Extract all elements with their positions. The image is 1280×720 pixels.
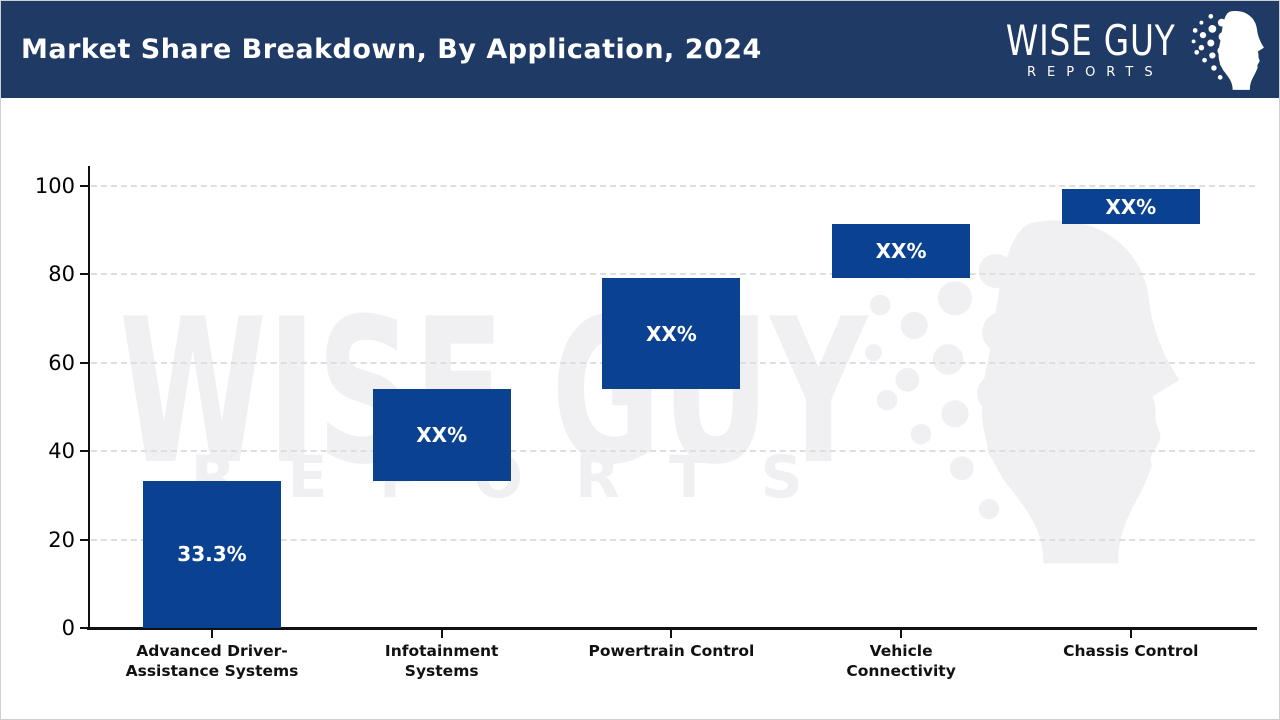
- y-axis-line: [88, 166, 90, 630]
- header-bar: Market Share Breakdown, By Application, …: [1, 1, 1279, 98]
- x-tick-label: Chassis Control: [1063, 642, 1199, 660]
- gridline: [91, 538, 1255, 541]
- x-tick: [900, 630, 903, 638]
- bar-value-label: XX%: [416, 422, 468, 447]
- x-tick: [670, 630, 673, 638]
- y-tick: [80, 273, 89, 275]
- chart-title: Market Share Breakdown, By Application, …: [21, 34, 762, 65]
- bar-2: XX%: [372, 389, 511, 481]
- bar-value-label: XX%: [875, 239, 927, 264]
- y-tick-label: 100: [34, 173, 75, 198]
- y-tick: [80, 627, 89, 629]
- bar-value-label: XX%: [1105, 194, 1157, 219]
- gridline: [91, 273, 1255, 275]
- x-tick-label: Vehicle Connectivity: [846, 642, 956, 681]
- y-tick: [80, 361, 89, 364]
- x-tick-label: Powertrain Control: [588, 642, 755, 660]
- logo-wordmark: WISE GUY: [1005, 16, 1176, 65]
- logo-face-icon: [1185, 7, 1271, 93]
- x-axis-line: [87, 627, 1257, 630]
- y-tick-label: 80: [48, 262, 75, 286]
- gridline: [91, 184, 1255, 187]
- x-tick-label: Advanced Driver- Assistance Systems: [125, 642, 299, 681]
- logo-text: WISE GUY REPORTS: [982, 16, 1199, 81]
- y-tick: [80, 538, 89, 541]
- bar-4: XX%: [832, 223, 971, 279]
- wise-guy-logo: WISE GUY REPORTS: [982, 7, 1271, 93]
- bar-5: XX%: [1061, 189, 1200, 224]
- y-tick-label: 0: [61, 616, 75, 640]
- gridline: [91, 450, 1255, 452]
- y-tick-label: 60: [48, 350, 75, 375]
- bar-3: XX%: [602, 278, 741, 390]
- bar-value-label: XX%: [645, 321, 697, 346]
- bar-value-label: 33.3%: [177, 542, 247, 567]
- y-tick: [80, 450, 89, 452]
- x-tick-label: Infotainment Systems: [384, 642, 499, 681]
- x-tick: [1129, 630, 1132, 638]
- logo-reports-text: REPORTS: [1026, 65, 1164, 80]
- x-tick: [211, 630, 213, 638]
- y-tick: [80, 184, 89, 187]
- y-tick-label: 20: [48, 527, 75, 552]
- x-tick: [440, 630, 443, 638]
- y-tick-label: 40: [48, 439, 75, 463]
- bar-1: 33.3%: [143, 480, 281, 628]
